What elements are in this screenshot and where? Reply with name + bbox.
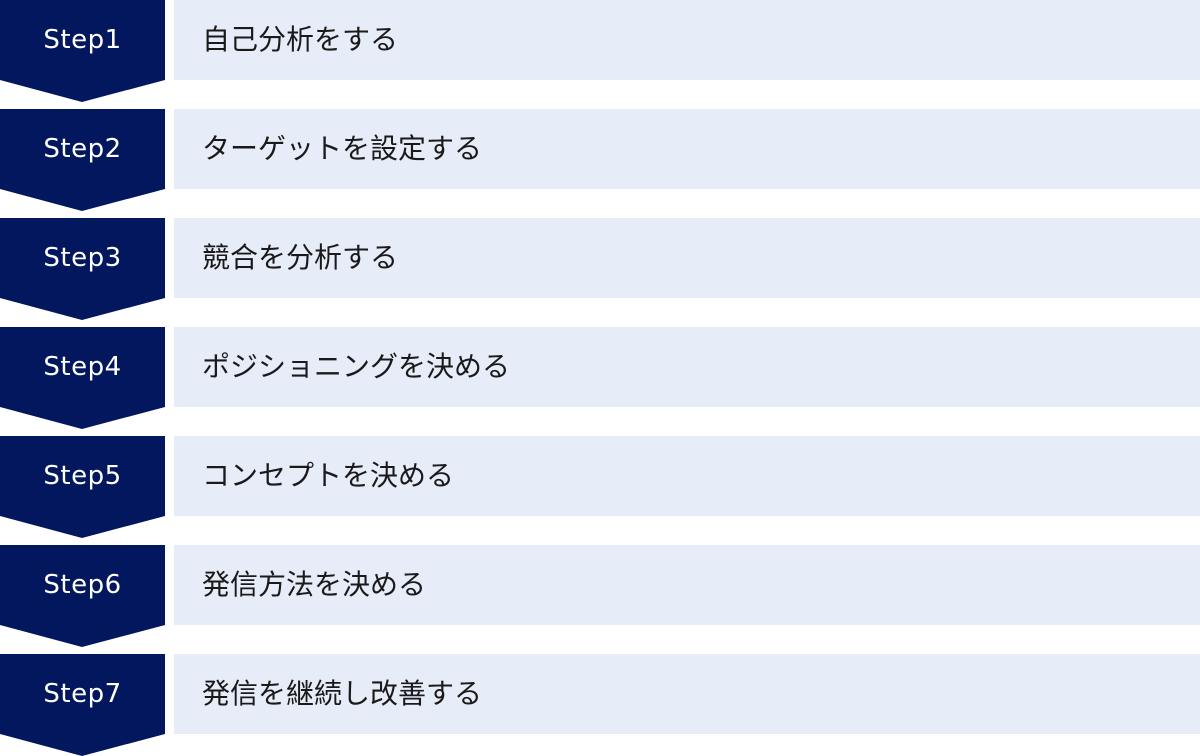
chevron-shape (0, 545, 165, 647)
chevron-shape (0, 327, 165, 429)
step-text: 発信方法を決める (202, 568, 427, 601)
step-text: コンセプトを決める (202, 459, 455, 492)
step-bar: 発信方法を決める (174, 545, 1200, 625)
step-text: 発信を継続し改善する (202, 677, 483, 710)
step-label: Step5 (43, 461, 122, 491)
step-row: Step7 発信を継続し改善する (0, 654, 1200, 756)
step-row: Step2 ターゲットを設定する (0, 109, 1200, 211)
chevron-shape (0, 436, 165, 538)
step-label: Step1 (43, 25, 122, 55)
step-bar: コンセプトを決める (174, 436, 1200, 516)
step-row: Step6 発信方法を決める (0, 545, 1200, 647)
step-bar: ターゲットを設定する (174, 109, 1200, 189)
step-badge: Step3 (0, 218, 165, 320)
step-badge: Step4 (0, 327, 165, 429)
step-text: ポジショニングを決める (202, 350, 511, 383)
step-bar: ポジショニングを決める (174, 327, 1200, 407)
step-bar: 競合を分析する (174, 218, 1200, 298)
step-badge: Step5 (0, 436, 165, 538)
chevron-shape (0, 218, 165, 320)
step-bar: 発信を継続し改善する (174, 654, 1200, 734)
step-row: Step5 コンセプトを決める (0, 436, 1200, 538)
step-row: Step1 自己分析をする (0, 0, 1200, 102)
step-label: Step2 (43, 134, 122, 164)
chevron-shape (0, 0, 165, 102)
chevron-shape (0, 109, 165, 211)
step-row: Step3 競合を分析する (0, 218, 1200, 320)
step-badge: Step2 (0, 109, 165, 211)
step-row: Step4 ポジショニングを決める (0, 327, 1200, 429)
step-label: Step7 (43, 679, 122, 709)
step-text: 競合を分析する (202, 241, 399, 274)
step-label: Step3 (43, 243, 122, 273)
step-badge: Step7 (0, 654, 165, 756)
step-badge: Step1 (0, 0, 165, 102)
step-badge: Step6 (0, 545, 165, 647)
step-text: 自己分析をする (202, 23, 399, 56)
step-label: Step4 (43, 352, 122, 382)
step-bar: 自己分析をする (174, 0, 1200, 80)
step-text: ターゲットを設定する (202, 132, 483, 165)
step-label: Step6 (43, 570, 122, 600)
chevron-shape (0, 654, 165, 756)
